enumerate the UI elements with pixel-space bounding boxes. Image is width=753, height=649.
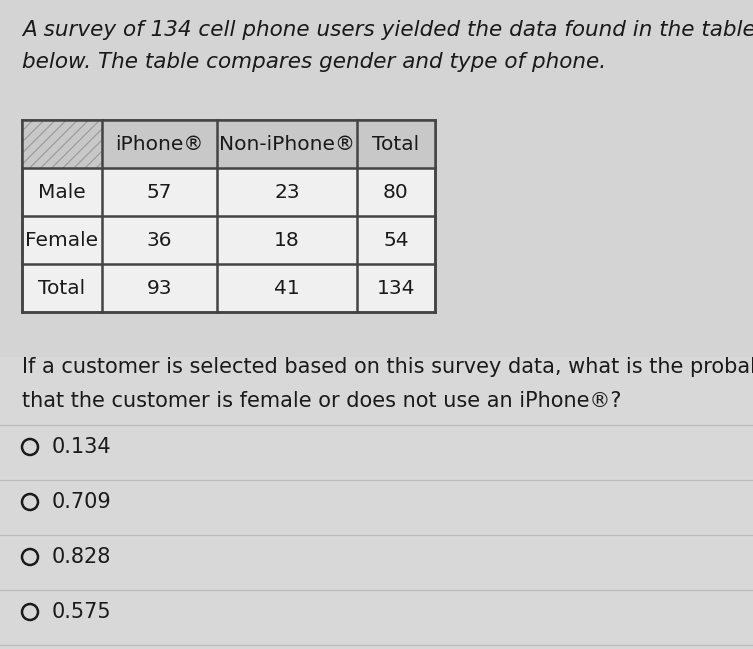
FancyBboxPatch shape [0,357,753,649]
Text: iPhone®: iPhone® [115,134,204,154]
Text: Non-iPhone®: Non-iPhone® [219,134,355,154]
Text: Male: Male [38,182,86,201]
Text: 54: 54 [383,230,409,249]
Text: 18: 18 [274,230,300,249]
Text: Female: Female [26,230,99,249]
Text: 57: 57 [147,182,172,201]
Text: 0.828: 0.828 [52,547,111,567]
Text: 0.709: 0.709 [52,492,111,512]
Text: 0.134: 0.134 [52,437,111,457]
FancyBboxPatch shape [22,120,435,168]
Text: 41: 41 [274,278,300,297]
Text: that the customer is female or does not use an iPhone®?: that the customer is female or does not … [22,391,621,411]
Text: 80: 80 [383,182,409,201]
Text: A survey of 134 cell phone users yielded the data found in the table: A survey of 134 cell phone users yielded… [22,20,753,40]
Text: Total: Total [38,278,86,297]
Text: If a customer is selected based on this survey data, what is the probability: If a customer is selected based on this … [22,357,753,377]
Text: 23: 23 [274,182,300,201]
Text: 134: 134 [376,278,415,297]
Text: 0.575: 0.575 [52,602,111,622]
FancyBboxPatch shape [22,120,435,312]
Text: 93: 93 [147,278,172,297]
Text: 36: 36 [147,230,172,249]
Text: Total: Total [373,134,419,154]
Text: below. The table compares gender and type of phone.: below. The table compares gender and typ… [22,52,606,72]
